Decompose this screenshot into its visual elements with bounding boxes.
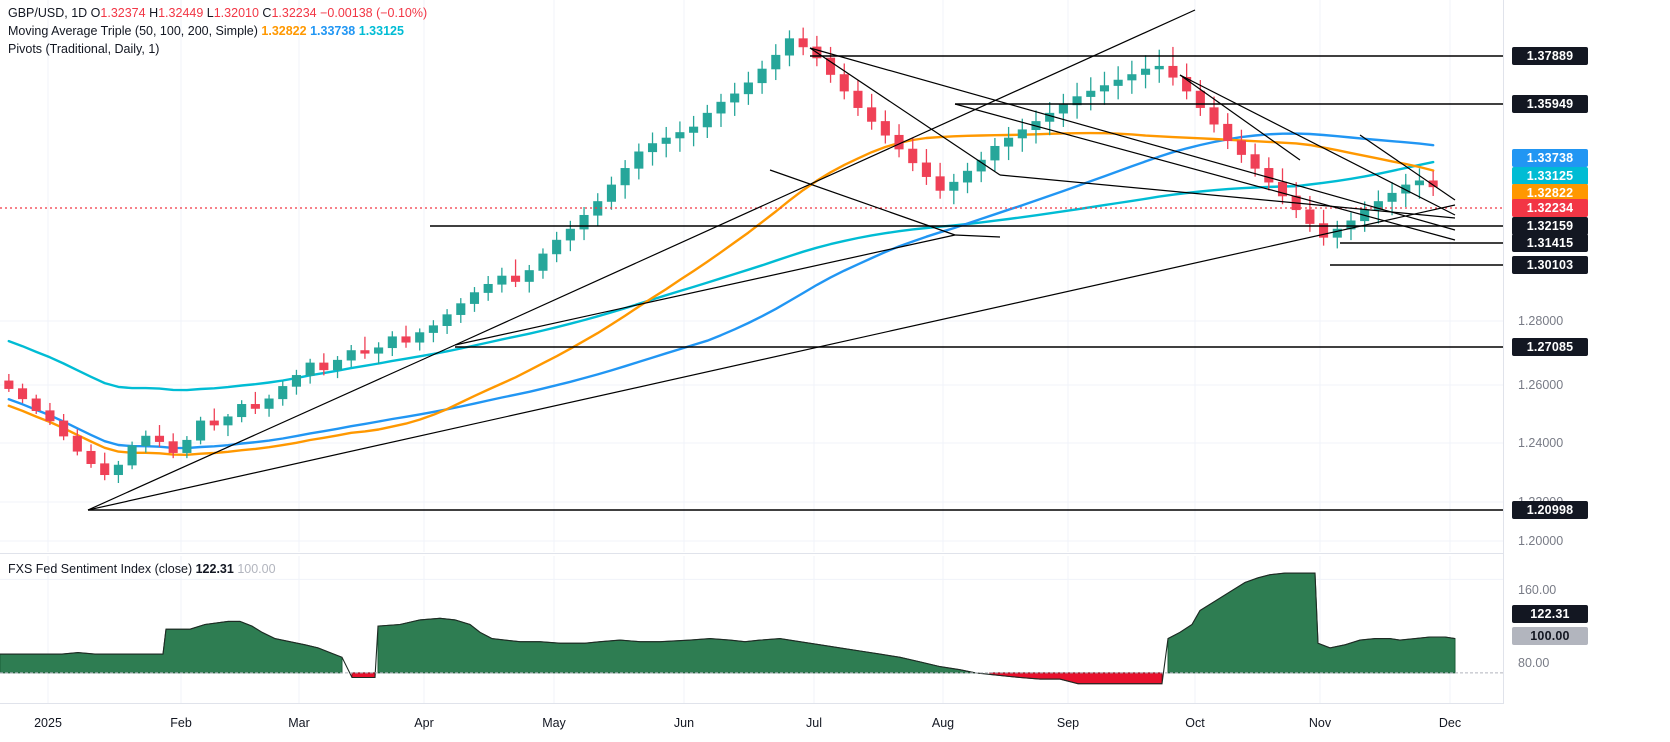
legend-row-pivots[interactable]: Pivots (Traditional, Daily, 1) (8, 41, 427, 58)
legend-row-ohlc[interactable]: GBP/USD, 1D O1.32374 H1.32449 L1.32010 C… (8, 5, 427, 22)
time-axis-label: Sep (1056, 716, 1080, 730)
time-axis-label: Dec (1438, 716, 1462, 730)
low-value: 1.32010 (213, 6, 259, 20)
price-pane[interactable] (0, 0, 1504, 552)
price-axis-tag[interactable]: 100.00 (1512, 627, 1588, 645)
price-axis-tick: 80.00 (1518, 656, 1550, 670)
low-key: L (206, 6, 214, 20)
price-axis-tag[interactable]: 1.32234 (1512, 199, 1588, 217)
time-axis-label: Jun (673, 716, 695, 730)
high-value: 1.32449 (158, 6, 204, 20)
price-axis-tick: 1.28000 (1518, 314, 1564, 328)
time-axis-label: Apr (414, 716, 434, 730)
time-axis-label: May (542, 716, 566, 730)
price-axis-tag[interactable]: 1.32159 (1512, 217, 1588, 235)
high-key: H (149, 6, 159, 20)
symbol-label[interactable]: GBP/USD, 1D (8, 6, 88, 20)
indicator-title[interactable]: FXS Fed Sentiment Index (close) (8, 562, 193, 576)
close-value: 1.32234 (271, 6, 317, 20)
price-axis-tick: 1.26000 (1518, 378, 1564, 392)
price-canvas (0, 0, 1504, 552)
time-axis-label: Feb (170, 716, 192, 730)
pivots-indicator-title[interactable]: Pivots (Traditional, Daily, 1) (8, 42, 160, 56)
time-axis-label: Oct (1185, 716, 1205, 730)
price-axis-tag[interactable]: 1.27085 (1512, 338, 1588, 356)
ma200-value: 1.33125 (358, 24, 404, 38)
indicator-pane[interactable] (0, 556, 1504, 704)
time-axis-label: Mar (288, 716, 310, 730)
price-axis-tag[interactable]: 1.35949 (1512, 95, 1588, 113)
price-axis-tag[interactable]: 1.32822 (1512, 184, 1588, 202)
pane-separator (0, 553, 1504, 554)
price-axis-tag[interactable]: 1.37889 (1512, 47, 1588, 65)
time-axis-label: Nov (1308, 716, 1332, 730)
ma-indicator-title[interactable]: Moving Average Triple (50, 100, 200, Sim… (8, 24, 258, 38)
ma100-value: 1.33738 (310, 24, 356, 38)
time-axis-label: 2025 (34, 716, 62, 730)
change-value: −0.00138 (−0.10%) (320, 6, 428, 20)
price-axis-tag[interactable]: 1.33738 (1512, 149, 1588, 167)
close-key: C (262, 6, 272, 20)
indicator-baseline: 100.00 (237, 562, 276, 576)
price-axis[interactable]: 1.280001.260001.240001.220001.200001.378… (1503, 0, 1670, 742)
price-axis-tick: 1.24000 (1518, 436, 1564, 450)
price-axis-tag[interactable]: 1.33125 (1512, 167, 1588, 185)
price-axis-tag[interactable]: 122.31 (1512, 605, 1588, 623)
ma50-value: 1.32822 (261, 24, 307, 38)
time-axis[interactable]: 2025 Feb Mar Apr May Jun Jul Aug Sep Oct Nov Dec (0, 703, 1504, 742)
price-axis-tag[interactable]: 1.31415 (1512, 234, 1588, 252)
legend-row-ma[interactable]: Moving Average Triple (50, 100, 200, Sim… (8, 23, 427, 40)
indicator-legend[interactable]: FXS Fed Sentiment Index (close) 122.31 1… (8, 562, 276, 576)
price-plot[interactable] (0, 0, 1504, 552)
price-axis-tick: 160.00 (1518, 583, 1557, 597)
time-axis-label: Aug (931, 716, 955, 730)
price-axis-tick: 1.20000 (1518, 534, 1564, 548)
open-key: O (90, 6, 101, 20)
indicator-canvas (0, 556, 1504, 704)
time-axis-label: Jul (806, 716, 822, 730)
price-axis-tag[interactable]: 1.20998 (1512, 501, 1588, 519)
chart-legend: GBP/USD, 1D O1.32374 H1.32449 L1.32010 C… (8, 5, 427, 59)
price-axis-tag[interactable]: 1.30103 (1512, 256, 1588, 274)
indicator-value: 122.31 (195, 562, 234, 576)
open-value: 1.32374 (100, 6, 146, 20)
indicator-plot[interactable] (0, 556, 1504, 704)
